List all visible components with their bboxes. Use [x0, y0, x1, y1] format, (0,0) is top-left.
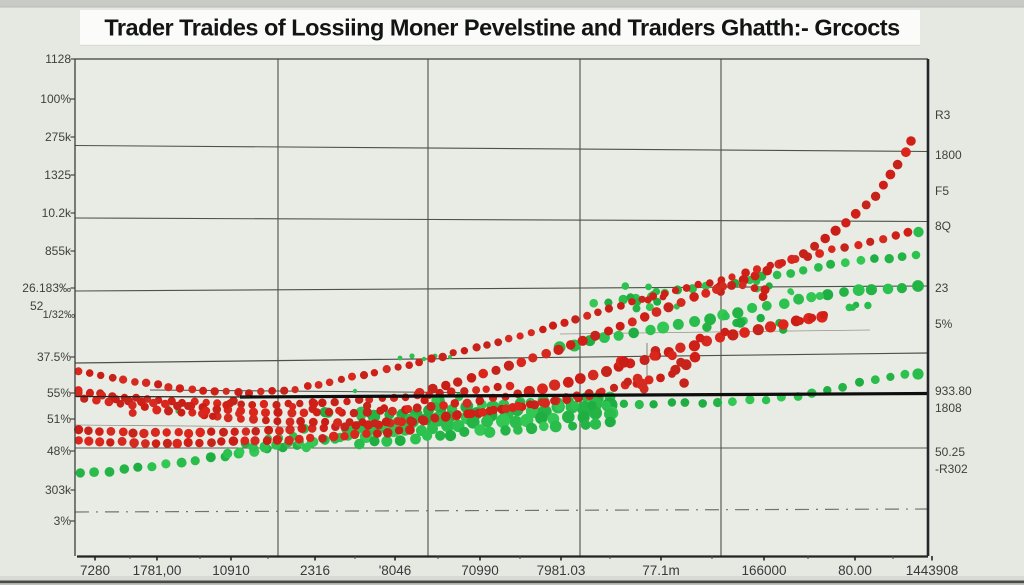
- svg-text:F5: F5: [935, 184, 949, 198]
- svg-text:1128: 1128: [45, 52, 71, 66]
- svg-text:-R302: -R302: [935, 462, 968, 476]
- svg-text:166000: 166000: [741, 563, 786, 578]
- svg-text:37.5%: 37.5%: [37, 350, 71, 364]
- svg-text:100%: 100%: [40, 92, 71, 106]
- svg-text:R3: R3: [935, 108, 951, 122]
- svg-text:55%: 55%: [47, 386, 71, 400]
- svg-text:7981.03: 7981.03: [537, 563, 586, 578]
- svg-text:275k: 275k: [45, 130, 72, 144]
- svg-text:80.00: 80.00: [838, 563, 872, 578]
- svg-text:26.183‰: 26.183‰: [22, 281, 71, 295]
- svg-text:303k: 303k: [45, 483, 72, 497]
- svg-text:855k: 855k: [45, 244, 72, 258]
- svg-text:10910: 10910: [212, 563, 250, 578]
- svg-text:3%: 3%: [54, 514, 72, 528]
- svg-text:1800: 1800: [935, 148, 962, 162]
- svg-text:48%: 48%: [47, 444, 71, 458]
- svg-text:2316: 2316: [300, 563, 330, 578]
- svg-text:5%: 5%: [935, 317, 953, 331]
- svg-text:Trader Traides of Lossiing Mon: Trader Traides of Lossiing Moner Pevelst…: [104, 15, 900, 41]
- svg-text:7280: 7280: [80, 563, 110, 578]
- svg-text:23: 23: [935, 281, 949, 295]
- svg-text:1781,00: 1781,00: [133, 563, 182, 578]
- svg-text:1443908: 1443908: [906, 563, 959, 578]
- svg-text:'8046: '8046: [379, 563, 412, 578]
- svg-text:933.80: 933.80: [935, 384, 972, 398]
- svg-text:10.2k: 10.2k: [42, 206, 72, 220]
- svg-text:51%: 51%: [47, 412, 71, 426]
- svg-text:70990: 70990: [461, 563, 499, 578]
- svg-text:1/32‰: 1/32‰: [43, 309, 75, 321]
- svg-text:77.1m: 77.1m: [642, 563, 680, 578]
- svg-text:8Q: 8Q: [935, 219, 951, 233]
- svg-text:1808: 1808: [935, 401, 962, 415]
- svg-text:1325: 1325: [44, 168, 71, 182]
- svg-text:50.25: 50.25: [935, 445, 965, 459]
- svg-text:52: 52: [30, 299, 44, 313]
